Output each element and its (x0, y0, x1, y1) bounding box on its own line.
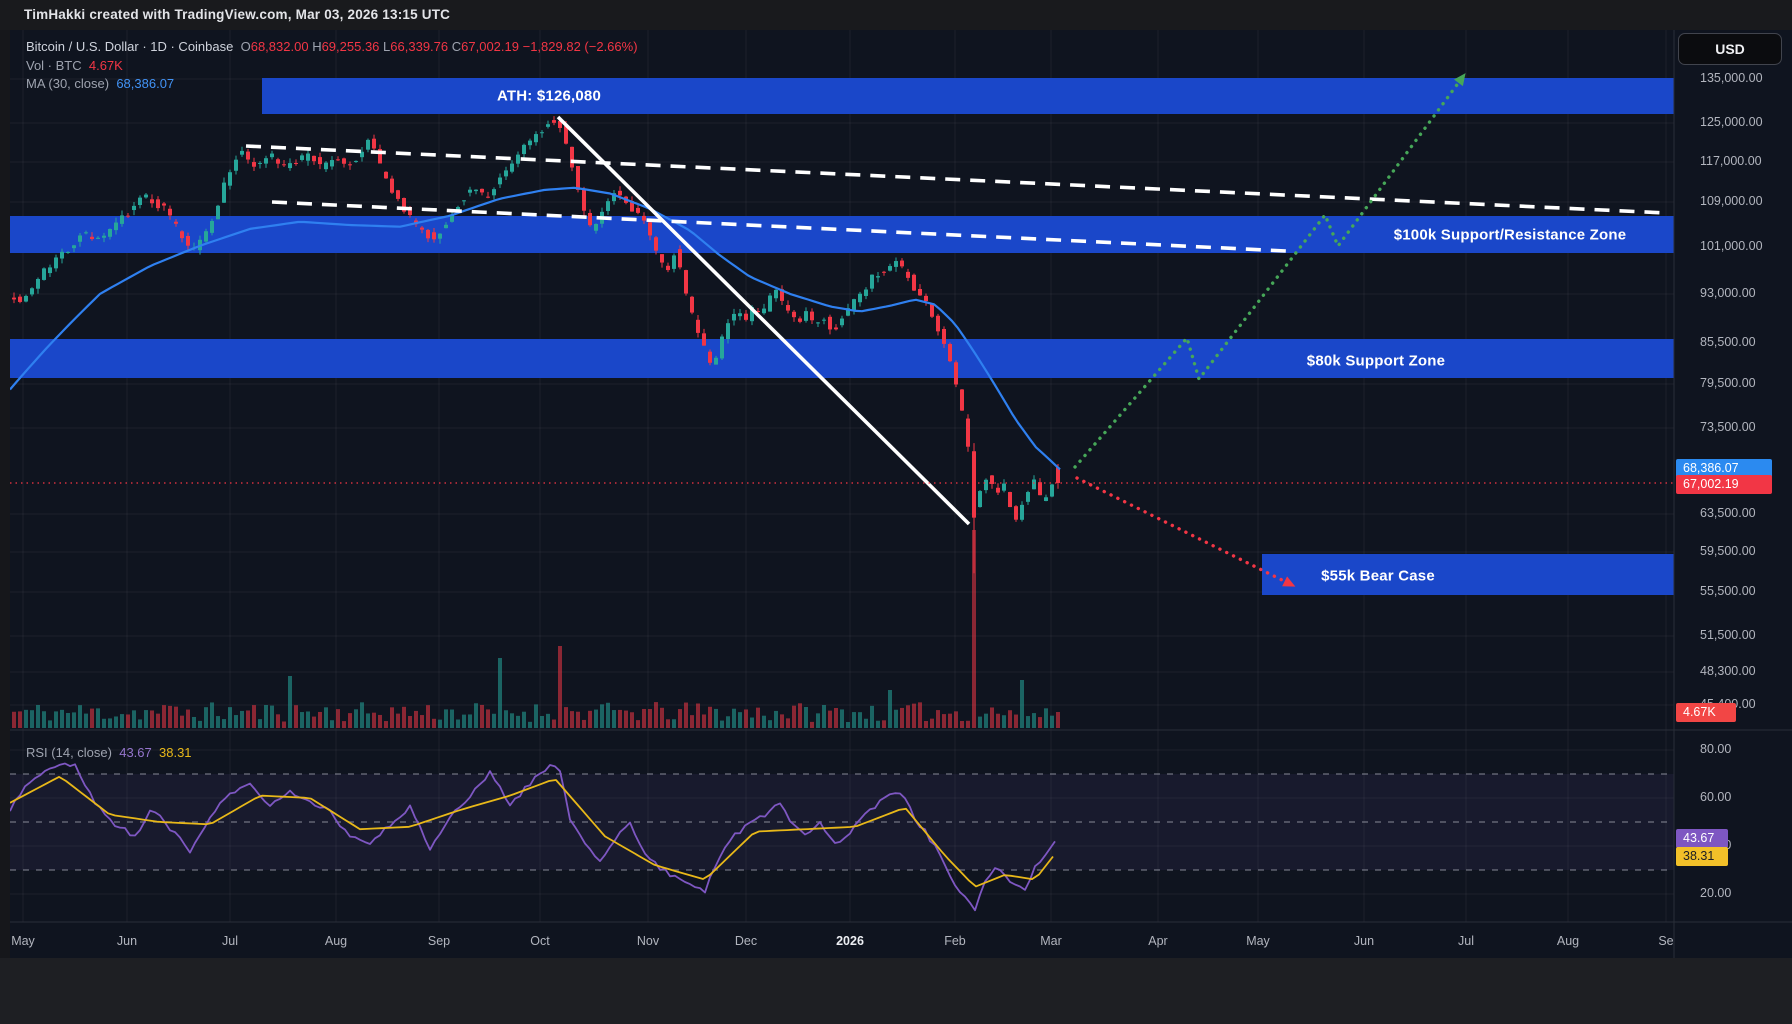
rsi-legend[interactable]: RSI (14, close) 43.67 38.31 (26, 745, 192, 760)
bear-projection (1075, 476, 1292, 586)
time-tick-jun: Jun (1353, 934, 1375, 948)
time-tick-oct: Oct (530, 934, 550, 948)
zone-55k (1262, 554, 1674, 595)
symbol-title: Bitcoin / U.S. Dollar · 1D · Coinbase (26, 39, 234, 54)
time-tick-sep: Sep (427, 934, 451, 948)
price-tick: 51,500.00 (1700, 628, 1756, 642)
currency-toggle-button[interactable]: USD (1678, 33, 1782, 65)
lower-dashed-trendline (271, 200, 1287, 253)
low-label: L (383, 39, 391, 54)
rsi-ma-value: 38.31 (159, 745, 192, 760)
rsi-line (9, 762, 1056, 912)
price-tick: 79,500.00 (1700, 376, 1756, 390)
left-frame-strip (0, 30, 10, 958)
rsi-ma-value-label: 38.31 (1676, 846, 1728, 866)
time-tick-mar: Mar (1040, 934, 1062, 948)
volume-value: 4.67K (88, 57, 123, 73)
time-tick-jun: Jun (116, 934, 138, 948)
time-tick-may: May (1246, 934, 1270, 948)
support-resistance-zones-layer (10, 78, 1674, 595)
rsi-value-label: 43.67 (1676, 828, 1728, 848)
time-tick-jul: Jul (222, 934, 238, 948)
bull-projection-arrowhead (1454, 73, 1466, 87)
time-tick-2026: 2026 (836, 934, 864, 948)
separators-layer (0, 30, 1792, 958)
projections-layer (1073, 73, 1466, 587)
close-value: 67,002.19 (461, 39, 519, 54)
rsi-value: 43.67 (119, 745, 152, 760)
volume-label: Vol · BTC (26, 57, 82, 73)
attribution-text: TimHakki created with TradingView.com, M… (24, 7, 451, 22)
price-tick: 93,000.00 (1700, 286, 1756, 300)
high-value: 69,255.36 (321, 39, 380, 54)
ma30-line (9, 186, 1061, 471)
ath-zone (262, 78, 1674, 114)
rsi-ma-line (9, 776, 1054, 888)
time-tick-aug: Aug (324, 934, 348, 948)
symbol-legend-row: Bitcoin / U.S. Dollar · 1D · Coinbase O6… (26, 38, 638, 57)
price-tick: 48,300.00 (1700, 664, 1756, 678)
time-tick-may: May (11, 934, 35, 948)
close-label: C (451, 39, 462, 54)
bull-projection (1073, 76, 1464, 469)
rsi-label: RSI (14, close) (26, 745, 112, 760)
time-tick-aug: Aug (1556, 934, 1580, 948)
bear-projection-arrowhead (1282, 576, 1296, 587)
zone-100k (10, 216, 1674, 253)
zone-80k (10, 339, 1674, 378)
top-attribution-bar: TimHakki created with TradingView.com, M… (0, 0, 1792, 30)
price-tick: 109,000.00 (1700, 194, 1763, 208)
open-value: 68,832.00 (250, 39, 309, 54)
time-tick-se: Se (1658, 934, 1674, 948)
price-tick: 101,000.00 (1700, 239, 1763, 253)
rsi-band-layer (10, 773, 1674, 871)
price-tick: 125,000.00 (1700, 115, 1763, 129)
price-tick: 63,500.00 (1700, 506, 1756, 520)
volume-value-label: 4.67K (1676, 702, 1736, 722)
volume-bars-layer (12, 530, 1060, 728)
time-tick-jul: Jul (1458, 934, 1474, 948)
price-tick: 85,500.00 (1700, 335, 1756, 349)
rsi-tick: 20.00 (1700, 886, 1732, 900)
low-value: 66,339.76 (390, 39, 449, 54)
candles-layer (12, 116, 1060, 574)
volume-legend-row: Vol · BTC 4.67K (26, 57, 638, 76)
zone-55k-label: $55k Bear Case (1321, 567, 1435, 585)
price-tick: 55,500.00 (1700, 584, 1756, 598)
change-value: −1,829.82 (−2.66%) (522, 39, 638, 54)
rsi-lines-layer (9, 762, 1056, 912)
ma-legend-row: MA (30, close) 68,386.07 (26, 75, 638, 94)
rsi-tick: 60.00 (1700, 790, 1732, 804)
rsi-tick: 80.00 (1700, 742, 1732, 756)
ma-value: 68,386.07 (116, 76, 175, 91)
ath-zone-label: ATH: $126,080 (496, 87, 602, 105)
chart-legend[interactable]: Bitcoin / U.S. Dollar · 1D · Coinbase O6… (26, 38, 638, 94)
high-label: H (312, 39, 322, 54)
time-tick-feb: Feb (944, 934, 966, 948)
trendlines-layer (245, 115, 1667, 526)
upper-dashed-trendline (245, 144, 1667, 215)
time-tick-apr: Apr (1148, 934, 1168, 948)
ma-label: MA (30, close) (26, 76, 110, 91)
price-tick: 73,500.00 (1700, 420, 1756, 434)
breakdown-trendline (556, 115, 971, 526)
time-tick-dec: Dec (734, 934, 758, 948)
price-tick: 59,500.00 (1700, 544, 1756, 558)
zone-80k-label: $80k Support Zone (1306, 352, 1446, 370)
price-tick: 135,000.00 (1700, 71, 1763, 85)
time-tick-nov: Nov (636, 934, 660, 948)
zone-100k-label: $100k Support/Resistance Zone (1393, 226, 1627, 244)
ma-price-label: 68,386.07 (1676, 458, 1772, 478)
price-tick: 117,000.00 (1700, 154, 1762, 168)
last-price-label: 67,002.19 (1676, 474, 1772, 494)
bottom-brand-bar: TradingView (0, 958, 1792, 1024)
open-label: O (240, 39, 251, 54)
